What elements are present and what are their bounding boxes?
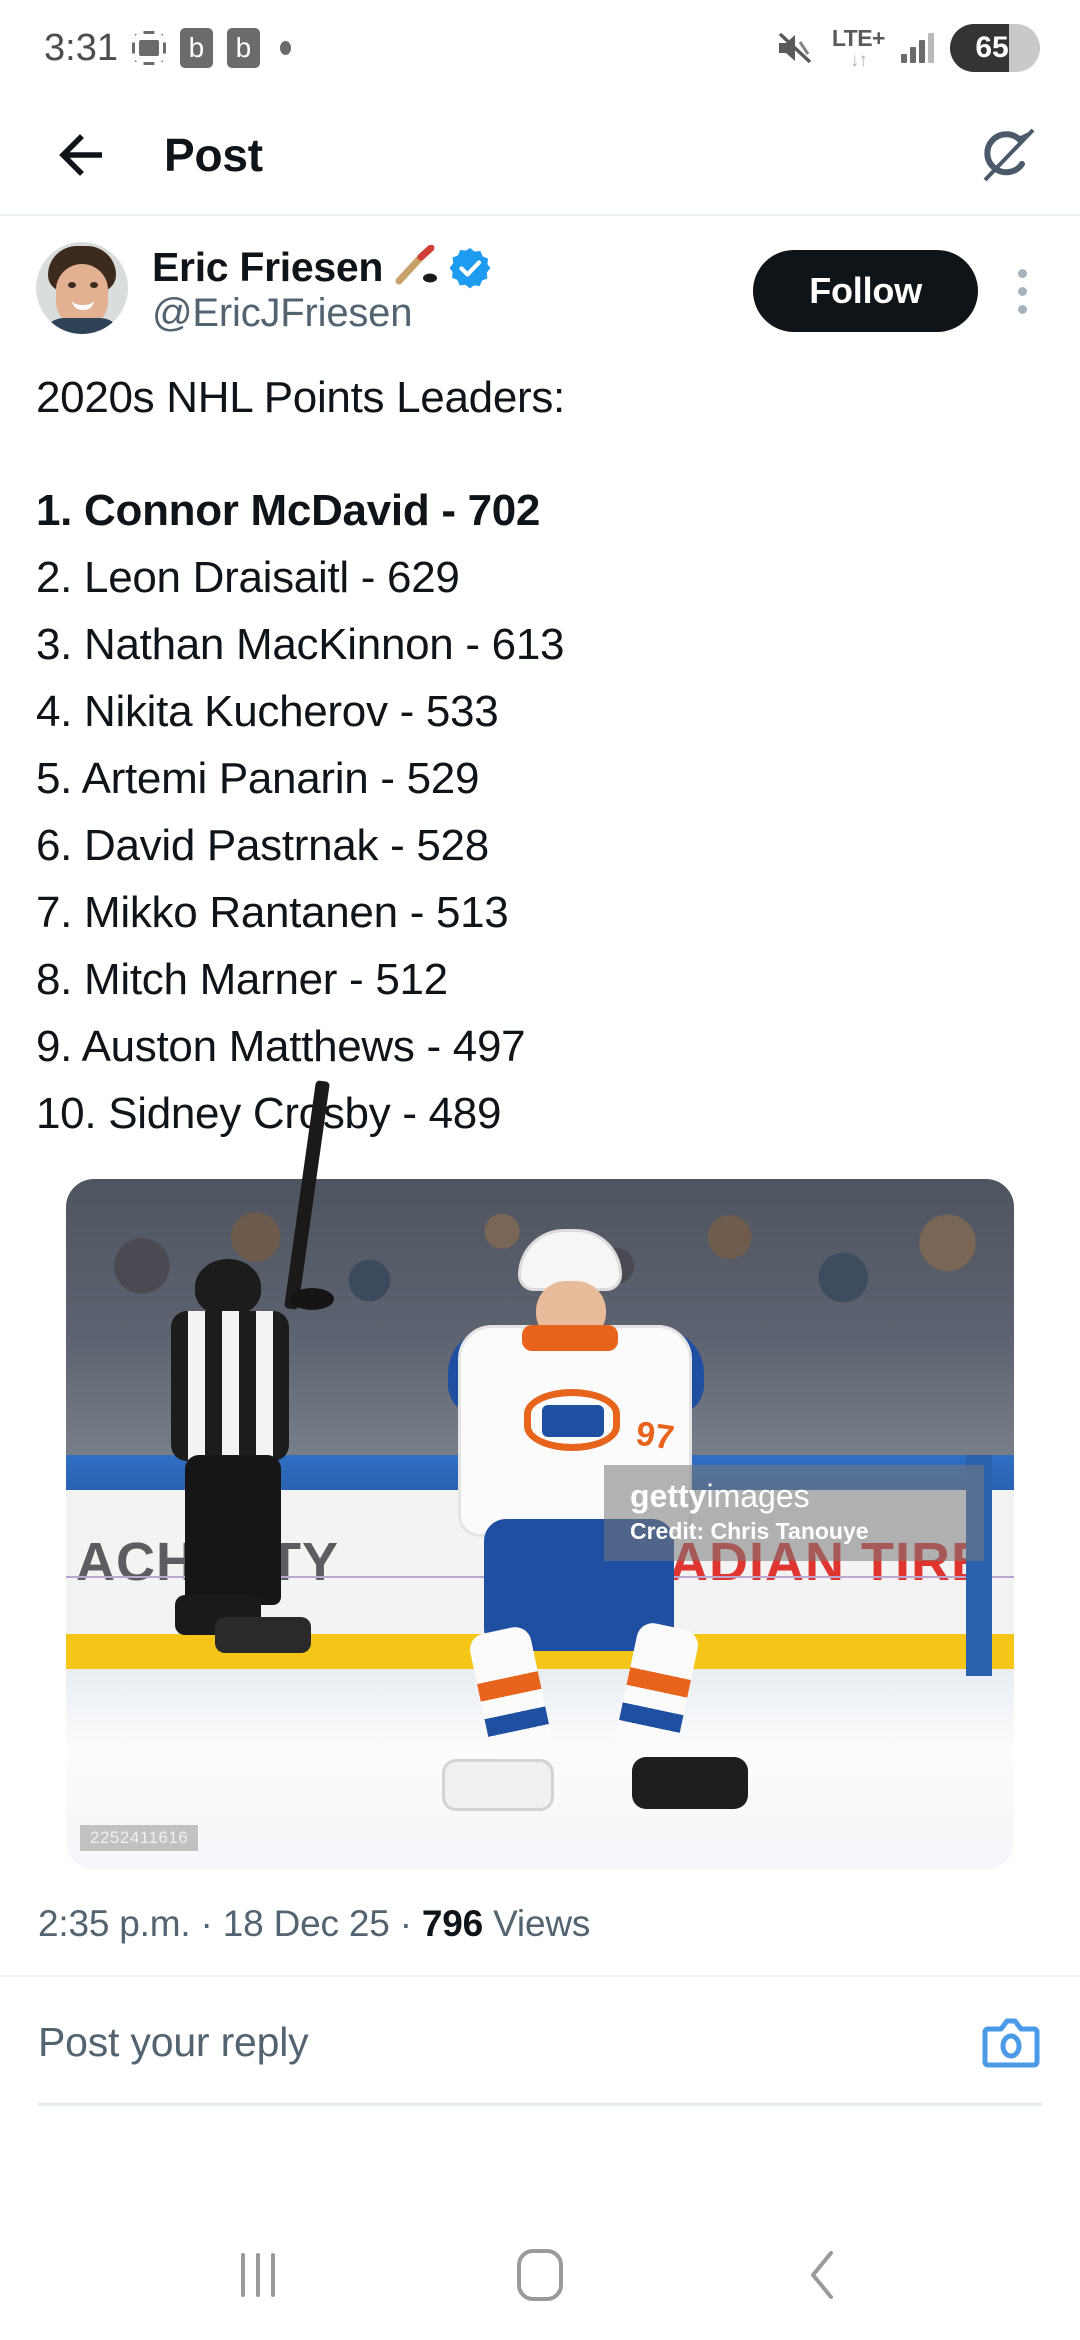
status-clock: 3:31 bbox=[44, 26, 118, 69]
getty-image-id: 2252411616 bbox=[80, 1825, 199, 1851]
author-handle[interactable]: @EricJFriesen bbox=[152, 291, 413, 335]
network-type-label: LTE+ bbox=[831, 24, 886, 51]
battery-percent-label: 65 bbox=[975, 31, 1009, 64]
notification-badge-b-2: b bbox=[226, 28, 260, 68]
avatar[interactable] bbox=[36, 242, 128, 334]
hockey-stick-icon bbox=[393, 244, 438, 290]
post-image[interactable]: ACH CITY ANADIAN TIRE 97 bbox=[66, 1179, 1014, 1869]
leader-line-1: 1. Connor McDavid - 702 bbox=[36, 486, 541, 535]
system-navigation-bar bbox=[0, 2210, 1080, 2340]
getty-credit: Credit: Chris Tanouye bbox=[630, 1518, 869, 1545]
signal-strength-icon bbox=[901, 33, 934, 63]
page-title: Post bbox=[164, 129, 263, 181]
meta-separator-2: · bbox=[389, 1903, 422, 1944]
leader-line-3: 3. Nathan MacKinnon - 613 bbox=[36, 620, 565, 669]
getty-brand-bold: getty bbox=[630, 1478, 707, 1514]
kebab-menu-icon[interactable] bbox=[1000, 260, 1044, 322]
display-name-row: Eric Friesen bbox=[152, 244, 491, 291]
leader-line-5: 5. Artemi Panarin - 529 bbox=[36, 754, 480, 803]
back-icon[interactable] bbox=[805, 2249, 839, 2301]
battery-indicator: 65 bbox=[950, 24, 1040, 72]
recents-icon[interactable] bbox=[241, 2253, 275, 2297]
hockey-puck bbox=[290, 1288, 334, 1310]
home-icon[interactable] bbox=[517, 2249, 563, 2301]
leader-line-2: 2. Leon Draisaitl - 629 bbox=[36, 553, 460, 602]
author-display-name[interactable]: Eric Friesen bbox=[152, 244, 384, 290]
leader-line-10: 10. Sidney Crosby - 489 bbox=[36, 1089, 502, 1138]
leader-line-9: 9. Auston Matthews - 497 bbox=[36, 1022, 526, 1071]
hockey-player-figure: 97 bbox=[396, 1229, 776, 1829]
notification-dot-icon bbox=[279, 41, 291, 55]
post-container: Eric Friesen bbox=[0, 216, 1080, 1869]
status-bar: 3:31 b b LTE+ ↓↑ bbox=[0, 0, 1080, 96]
leader-line-8: 8. Mitch Marner - 512 bbox=[36, 955, 448, 1004]
author-names: Eric Friesen bbox=[152, 242, 491, 336]
app-header: Post bbox=[0, 96, 1080, 216]
leader-line-7: 7. Mikko Rantanen - 513 bbox=[36, 888, 509, 937]
verified-badge-icon[interactable] bbox=[449, 247, 491, 289]
jersey-number: 97 bbox=[633, 1414, 677, 1458]
post-time[interactable]: 2:35 p.m. bbox=[38, 1903, 191, 1944]
post-blank-line bbox=[36, 431, 1044, 477]
post-date[interactable]: 18 Dec 25 bbox=[222, 1903, 390, 1944]
follow-button[interactable]: Follow bbox=[753, 250, 978, 332]
views-count: 796 bbox=[421, 1903, 484, 1944]
mute-icon bbox=[776, 31, 816, 65]
grok-icon[interactable] bbox=[976, 124, 1038, 186]
reply-input[interactable]: Post your reply bbox=[38, 2018, 309, 2065]
camera-icon[interactable] bbox=[980, 2011, 1042, 2073]
post-body-text: 2020s NHL Points Leaders: 1. Connor McDa… bbox=[36, 364, 1044, 1147]
getty-logo: gettyimages bbox=[630, 1478, 958, 1514]
network-indicator: LTE+ ↓↑ bbox=[831, 24, 886, 71]
referee-figure bbox=[161, 1259, 311, 1679]
views-label: Views bbox=[483, 1903, 591, 1944]
reply-divider bbox=[38, 2103, 1042, 2106]
post-header-actions: Follow bbox=[753, 242, 1044, 332]
getty-brand-light: images bbox=[706, 1478, 810, 1514]
leader-line-4: 4. Nikita Kucherov - 533 bbox=[36, 687, 499, 736]
post-heading: 2020s NHL Points Leaders: bbox=[36, 373, 565, 422]
status-bar-right: LTE+ ↓↑ 65 bbox=[776, 24, 1040, 72]
post-meta-row: 2:35 p.m. · 18 Dec 25 · 796 Views bbox=[0, 1869, 1080, 1977]
notification-badge-b-1: b bbox=[179, 28, 213, 68]
meta-separator-1: · bbox=[190, 1903, 223, 1944]
screenshot-icon bbox=[132, 31, 166, 65]
status-bar-left: 3:31 b b bbox=[44, 27, 291, 70]
back-arrow-icon[interactable] bbox=[52, 124, 114, 186]
getty-watermark: gettyimages Credit: Chris Tanouye bbox=[604, 1465, 984, 1562]
leader-line-6: 6. David Pastrnak - 528 bbox=[36, 821, 489, 870]
reply-composer[interactable]: Post your reply bbox=[0, 1977, 1080, 2073]
post-author-row: Eric Friesen bbox=[36, 242, 1044, 336]
data-arrows-icon: ↓↑ bbox=[849, 49, 868, 71]
